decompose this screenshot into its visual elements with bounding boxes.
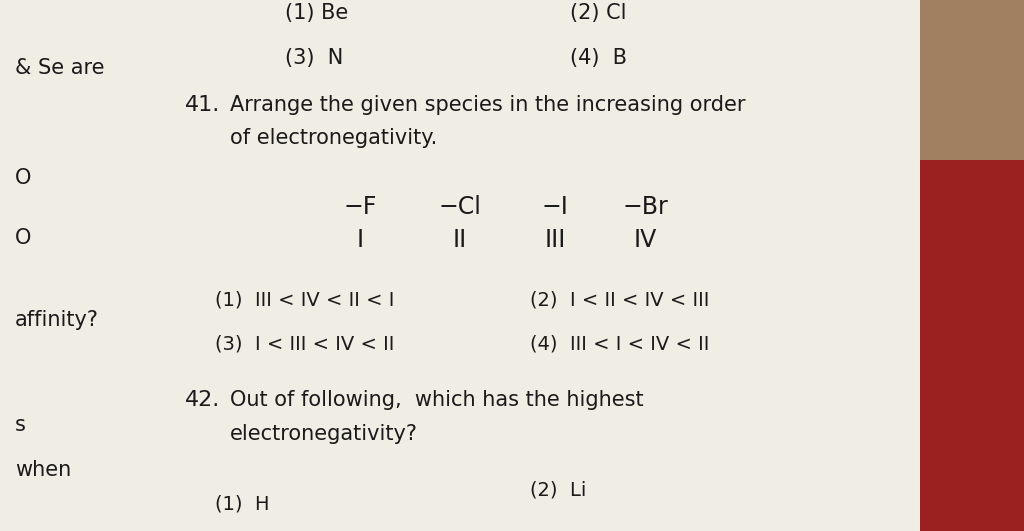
FancyBboxPatch shape xyxy=(880,0,1024,160)
Text: affinity?: affinity? xyxy=(15,310,99,330)
Text: −Br: −Br xyxy=(623,195,668,219)
FancyBboxPatch shape xyxy=(0,0,920,531)
Text: s: s xyxy=(15,415,26,435)
Text: Arrange the given species in the increasing order: Arrange the given species in the increas… xyxy=(230,95,745,115)
Text: (2) Cl: (2) Cl xyxy=(570,3,627,23)
Text: −F: −F xyxy=(343,195,377,219)
Text: III: III xyxy=(545,228,565,252)
Text: IV: IV xyxy=(634,228,656,252)
Text: O: O xyxy=(15,228,32,248)
Text: of electronegativity.: of electronegativity. xyxy=(230,128,437,148)
Text: & Se are: & Se are xyxy=(15,58,104,78)
Text: (4)  B: (4) B xyxy=(570,48,627,68)
Text: when: when xyxy=(15,460,72,480)
Text: (1)  III < IV < II < I: (1) III < IV < II < I xyxy=(215,290,394,309)
Text: −I: −I xyxy=(542,195,568,219)
Text: (2)  Li: (2) Li xyxy=(530,480,587,499)
Text: (2)  I < II < IV < III: (2) I < II < IV < III xyxy=(530,290,710,309)
Text: (1) Be: (1) Be xyxy=(285,3,348,23)
Text: Out of following,  which has the highest: Out of following, which has the highest xyxy=(230,390,644,410)
Text: (1)  H: (1) H xyxy=(215,495,269,514)
Text: −Cl: −Cl xyxy=(438,195,481,219)
Text: electronegativity?: electronegativity? xyxy=(230,424,418,444)
FancyBboxPatch shape xyxy=(880,0,1024,531)
Text: (3)  I < III < IV < II: (3) I < III < IV < II xyxy=(215,335,394,354)
Text: (4)  III < I < IV < II: (4) III < I < IV < II xyxy=(530,335,710,354)
Text: O: O xyxy=(15,168,32,188)
Text: I: I xyxy=(356,228,364,252)
Text: 42.: 42. xyxy=(185,390,220,410)
Text: 41.: 41. xyxy=(185,95,220,115)
Text: II: II xyxy=(453,228,467,252)
Text: (3)  N: (3) N xyxy=(285,48,343,68)
